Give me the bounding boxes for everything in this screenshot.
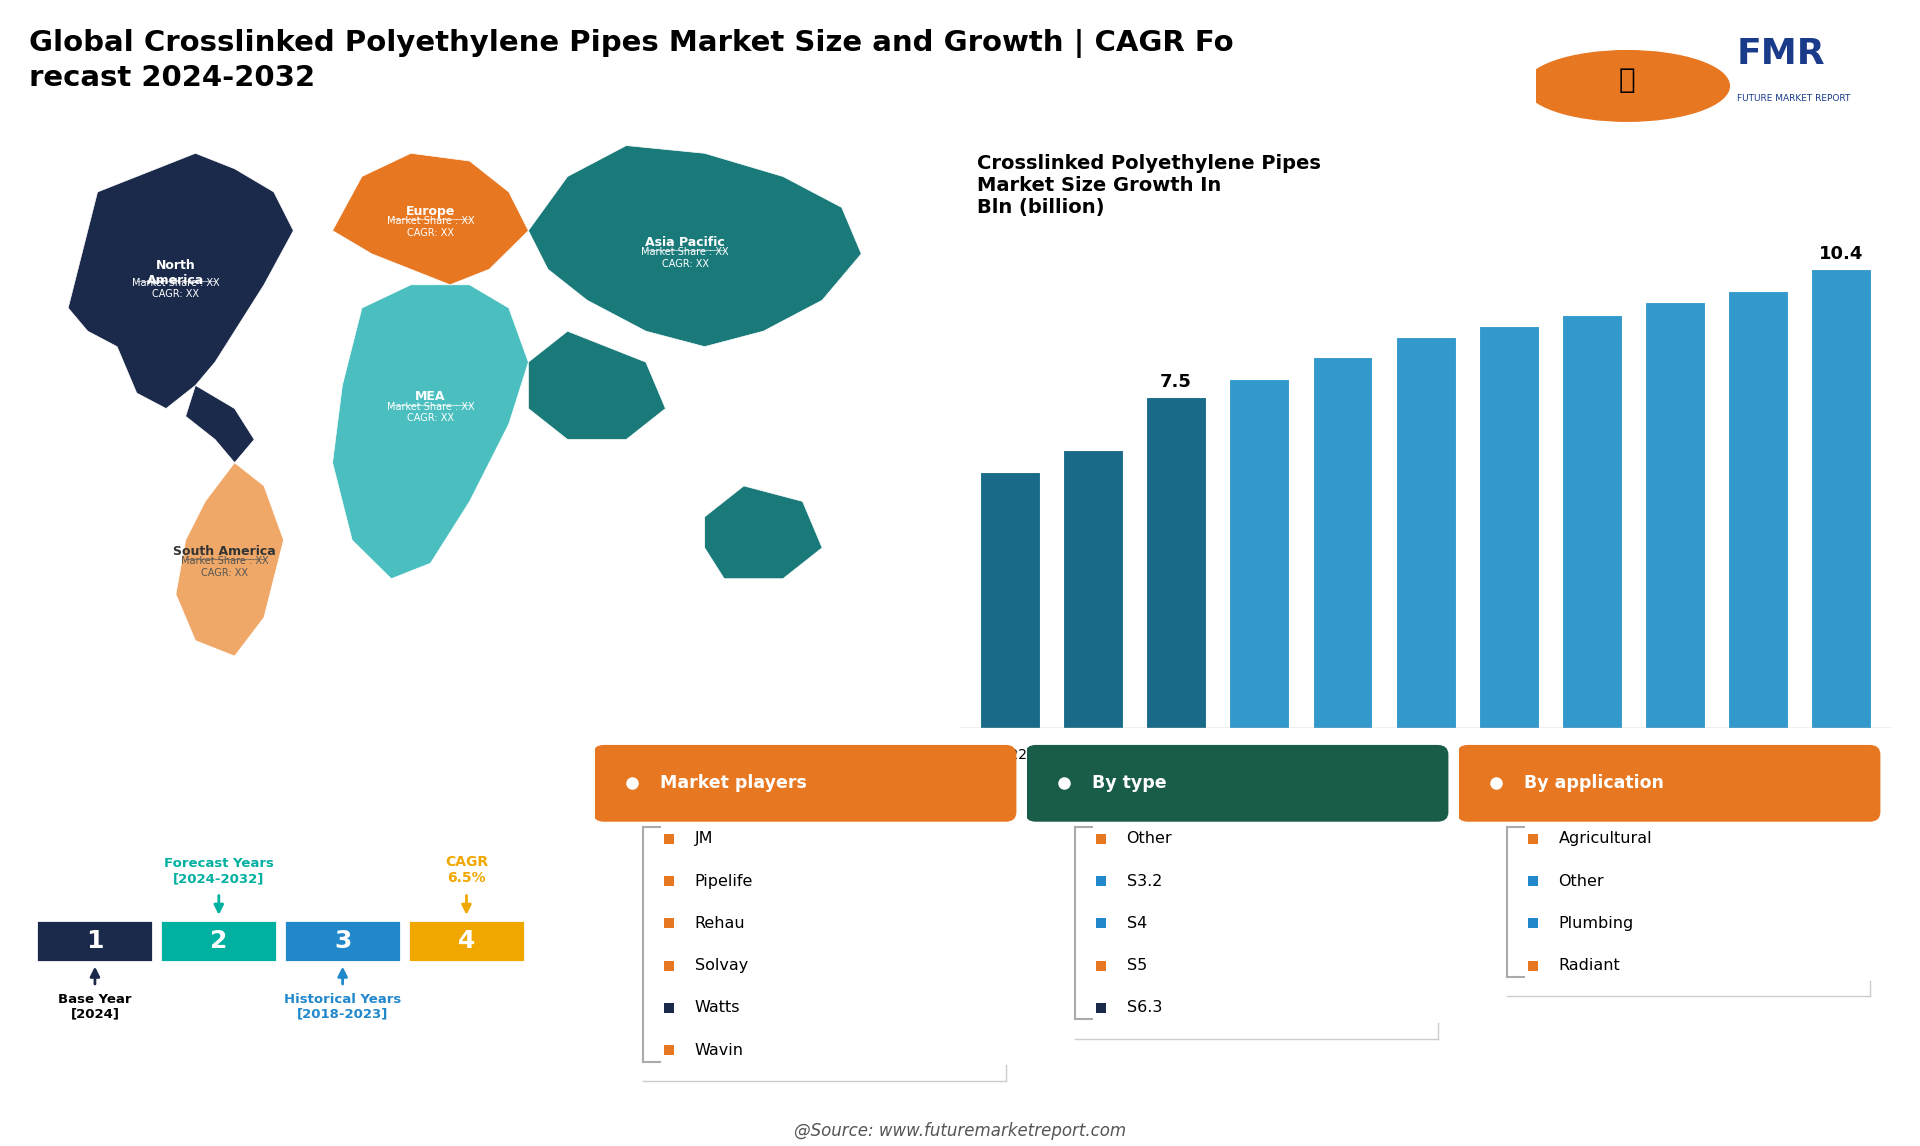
Text: 2027: 2027 — [1407, 747, 1444, 762]
Text: Market Share : XX
CAGR: XX: Market Share : XX CAGR: XX — [132, 277, 219, 299]
Text: 2: 2 — [209, 928, 227, 952]
FancyBboxPatch shape — [1025, 745, 1448, 822]
Text: 2025: 2025 — [1242, 747, 1277, 762]
Text: 2030: 2030 — [1657, 747, 1693, 762]
FancyBboxPatch shape — [407, 919, 524, 961]
Text: MEA: MEA — [415, 391, 445, 403]
Circle shape — [1524, 50, 1730, 121]
Text: 2023: 2023 — [1075, 747, 1110, 762]
Text: 3: 3 — [334, 928, 351, 952]
Text: CAGR
6.5%: CAGR 6.5% — [445, 855, 488, 885]
Text: Wavin: Wavin — [695, 1043, 743, 1058]
FancyBboxPatch shape — [593, 745, 1016, 822]
Bar — [1811, 268, 1872, 728]
Bar — [1396, 337, 1455, 728]
FancyBboxPatch shape — [159, 919, 276, 961]
Polygon shape — [528, 146, 862, 346]
Text: 2022: 2022 — [993, 747, 1027, 762]
Bar — [1229, 379, 1288, 728]
Text: Pipelife: Pipelife — [695, 873, 753, 888]
Text: 🔍: 🔍 — [1619, 65, 1636, 94]
Text: North
America: North America — [148, 259, 205, 288]
FancyBboxPatch shape — [284, 919, 401, 961]
Text: Market Share : XX
CAGR: XX: Market Share : XX CAGR: XX — [386, 401, 474, 423]
Text: 1: 1 — [86, 928, 104, 952]
Text: Market Share : XX
CAGR: XX: Market Share : XX CAGR: XX — [641, 246, 730, 268]
Polygon shape — [69, 154, 294, 408]
Text: Market players: Market players — [660, 775, 806, 792]
Text: Rehau: Rehau — [695, 916, 745, 931]
Text: Europe: Europe — [405, 205, 455, 218]
Text: Watts: Watts — [695, 1000, 739, 1015]
Text: Historical Years
[2018-2023]: Historical Years [2018-2023] — [284, 992, 401, 1021]
Text: South America: South America — [173, 545, 276, 558]
Text: S3.2: S3.2 — [1127, 873, 1162, 888]
Text: 2028: 2028 — [1492, 747, 1526, 762]
Text: S4: S4 — [1127, 916, 1146, 931]
Polygon shape — [332, 284, 528, 579]
FancyBboxPatch shape — [36, 919, 154, 961]
Bar — [1728, 291, 1788, 728]
Text: Global Crosslinked Polyethylene Pipes Market Size and Growth | CAGR Fo
recast 20: Global Crosslinked Polyethylene Pipes Ma… — [29, 29, 1233, 92]
Bar — [1146, 397, 1206, 728]
Text: By application: By application — [1524, 775, 1665, 792]
Text: Forecast Years
[2024-2032]: Forecast Years [2024-2032] — [163, 857, 275, 885]
Text: S5: S5 — [1127, 958, 1146, 973]
Text: Plumbing: Plumbing — [1559, 916, 1634, 931]
Text: Base Year
[2024]: Base Year [2024] — [58, 992, 132, 1021]
Bar — [1478, 325, 1538, 728]
Text: 10.4: 10.4 — [1818, 245, 1864, 264]
Text: FMR: FMR — [1736, 38, 1826, 71]
Text: Radiant: Radiant — [1559, 958, 1620, 973]
Text: Other: Other — [1127, 832, 1173, 847]
Text: FUTURE MARKET REPORT: FUTURE MARKET REPORT — [1736, 94, 1851, 103]
Polygon shape — [186, 385, 253, 463]
Text: 4: 4 — [457, 928, 474, 952]
Text: 2029: 2029 — [1574, 747, 1609, 762]
Text: By type: By type — [1092, 775, 1167, 792]
Text: JM: JM — [695, 832, 712, 847]
Text: Crosslinked Polyethylene Pipes
Market Size Growth In
Bln (billion): Crosslinked Polyethylene Pipes Market Si… — [977, 154, 1321, 217]
Text: 2032: 2032 — [1824, 747, 1859, 762]
Polygon shape — [528, 331, 666, 439]
Text: Other: Other — [1559, 873, 1605, 888]
Text: 7.5: 7.5 — [1160, 374, 1192, 391]
Text: Market Share : XX
CAGR: XX: Market Share : XX CAGR: XX — [180, 556, 269, 578]
Bar — [1645, 301, 1705, 728]
Text: Market Share : XX
CAGR: XX: Market Share : XX CAGR: XX — [386, 215, 474, 237]
Text: Solvay: Solvay — [695, 958, 747, 973]
Bar — [1064, 449, 1123, 728]
Text: S6.3: S6.3 — [1127, 1000, 1162, 1015]
Polygon shape — [705, 486, 822, 579]
Text: 2024: 2024 — [1158, 747, 1194, 762]
Bar — [1313, 356, 1373, 728]
Polygon shape — [177, 463, 284, 656]
Text: @Source: www.futuremarketreport.com: @Source: www.futuremarketreport.com — [795, 1122, 1125, 1140]
Text: 2031: 2031 — [1741, 747, 1776, 762]
Text: 2026: 2026 — [1325, 747, 1359, 762]
Polygon shape — [332, 154, 528, 284]
FancyBboxPatch shape — [1457, 745, 1880, 822]
Text: Agricultural: Agricultural — [1559, 832, 1653, 847]
Text: Asia Pacific: Asia Pacific — [645, 236, 726, 249]
Bar — [1563, 315, 1622, 728]
Bar — [979, 472, 1041, 728]
